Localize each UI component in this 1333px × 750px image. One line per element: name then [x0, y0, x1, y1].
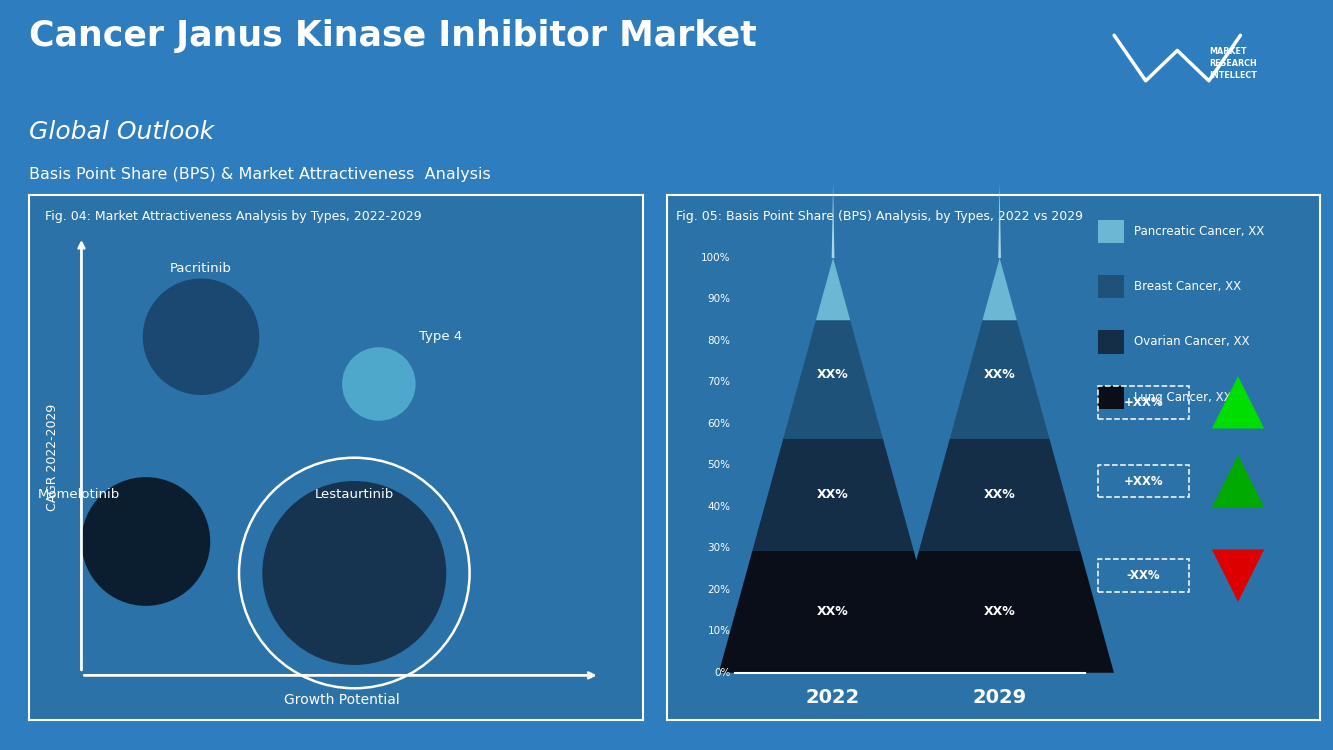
Polygon shape	[718, 550, 948, 673]
Text: Fig. 04: Market Attractiveness Analysis by Types, 2022-2029: Fig. 04: Market Attractiveness Analysis …	[45, 210, 421, 223]
Text: -XX%: -XX%	[1126, 569, 1160, 582]
Text: 10%: 10%	[708, 626, 730, 636]
Polygon shape	[982, 258, 1017, 320]
Polygon shape	[816, 258, 850, 320]
Polygon shape	[832, 183, 834, 258]
Text: Cancer Janus Kinase Inhibitor Market: Cancer Janus Kinase Inhibitor Market	[29, 19, 757, 53]
Text: Pancreatic Cancer, XX: Pancreatic Cancer, XX	[1133, 225, 1264, 238]
Text: Lung Cancer, XX: Lung Cancer, XX	[1133, 391, 1232, 404]
Text: 50%: 50%	[708, 460, 730, 470]
Text: 80%: 80%	[708, 336, 730, 346]
Text: 100%: 100%	[701, 253, 730, 263]
Ellipse shape	[343, 347, 416, 421]
Text: Type 4: Type 4	[419, 330, 461, 344]
Ellipse shape	[263, 481, 447, 665]
Polygon shape	[1212, 550, 1264, 602]
Text: Breast Cancer, XX: Breast Cancer, XX	[1133, 280, 1241, 293]
Text: Fig. 05: Basis Point Share (BPS) Analysis, by Types, 2022 vs 2029: Fig. 05: Basis Point Share (BPS) Analysi…	[676, 210, 1084, 223]
Bar	[1097, 220, 1124, 243]
Polygon shape	[998, 183, 1001, 258]
Text: 60%: 60%	[708, 419, 730, 429]
Text: 90%: 90%	[708, 295, 730, 304]
Polygon shape	[784, 320, 882, 439]
Text: CAGR 2022-2029: CAGR 2022-2029	[47, 404, 59, 512]
Text: MARKET
RESEARCH
INTELLECT: MARKET RESEARCH INTELLECT	[1209, 47, 1257, 80]
Text: XX%: XX%	[984, 368, 1016, 381]
Text: +XX%: +XX%	[1124, 396, 1164, 409]
Text: Momelotinib: Momelotinib	[37, 488, 120, 501]
Text: 70%: 70%	[708, 377, 730, 388]
Text: 2022: 2022	[806, 688, 860, 706]
Text: XX%: XX%	[817, 368, 849, 381]
Text: XX%: XX%	[817, 604, 849, 618]
Bar	[1097, 331, 1124, 353]
Text: +XX%: +XX%	[1124, 475, 1164, 488]
Polygon shape	[1212, 376, 1264, 428]
Text: 0%: 0%	[714, 668, 730, 678]
Polygon shape	[1212, 455, 1264, 507]
Text: Pacritinib: Pacritinib	[171, 262, 232, 275]
Polygon shape	[885, 550, 1114, 673]
Text: 40%: 40%	[708, 502, 730, 512]
Text: Lestaurtinib: Lestaurtinib	[315, 488, 395, 501]
Polygon shape	[752, 439, 913, 550]
Text: Ovarian Cancer, XX: Ovarian Cancer, XX	[1133, 335, 1249, 349]
Polygon shape	[918, 439, 1080, 550]
Bar	[1097, 275, 1124, 298]
Text: 20%: 20%	[708, 585, 730, 595]
Text: Global Outlook: Global Outlook	[29, 120, 215, 144]
Text: 30%: 30%	[708, 543, 730, 554]
Polygon shape	[950, 320, 1049, 439]
Text: 2029: 2029	[973, 688, 1026, 706]
Bar	[1097, 386, 1124, 409]
Text: XX%: XX%	[984, 604, 1016, 618]
Text: XX%: XX%	[817, 488, 849, 501]
Text: XX%: XX%	[984, 488, 1016, 501]
Ellipse shape	[81, 477, 211, 606]
Ellipse shape	[143, 278, 259, 395]
Text: Growth Potential: Growth Potential	[284, 693, 400, 706]
Text: Basis Point Share (BPS) & Market Attractiveness  Analysis: Basis Point Share (BPS) & Market Attract…	[29, 166, 491, 182]
